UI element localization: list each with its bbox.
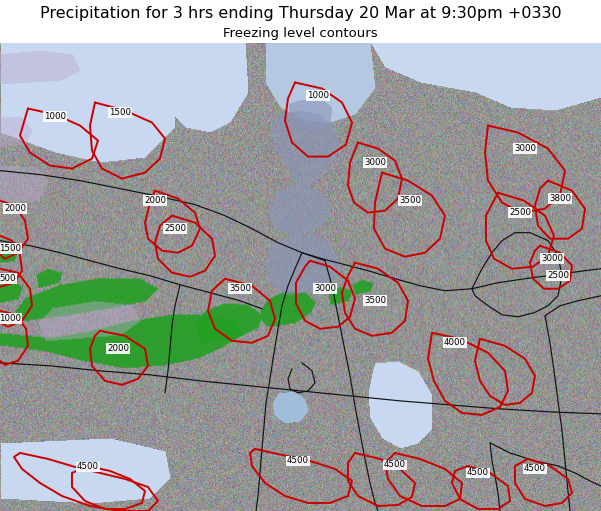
Text: 4500: 4500 — [467, 469, 489, 477]
Text: 1000: 1000 — [0, 314, 21, 323]
Text: 1500: 1500 — [0, 244, 21, 253]
Text: 500: 500 — [0, 274, 16, 283]
Text: 1500: 1500 — [109, 108, 131, 117]
Text: 2500: 2500 — [547, 271, 569, 280]
Text: 3000: 3000 — [541, 254, 563, 263]
Text: 1000: 1000 — [44, 112, 66, 121]
Text: 1000: 1000 — [307, 91, 329, 100]
Text: 3000: 3000 — [314, 284, 336, 293]
Text: 4500: 4500 — [287, 456, 309, 466]
Text: 3000: 3000 — [364, 158, 386, 167]
Text: 2000: 2000 — [107, 344, 129, 353]
Text: 3500: 3500 — [399, 196, 421, 205]
Text: 4000: 4000 — [444, 338, 466, 347]
Text: 3500: 3500 — [364, 296, 386, 305]
Text: 2500: 2500 — [164, 224, 186, 233]
Text: 4500: 4500 — [384, 460, 406, 470]
Text: 4500: 4500 — [77, 462, 99, 472]
Text: 2500: 2500 — [509, 208, 531, 217]
Text: 3000: 3000 — [514, 144, 536, 153]
Text: Freezing level contours: Freezing level contours — [223, 28, 378, 40]
Text: 2000: 2000 — [144, 196, 166, 205]
Text: Precipitation for 3 hrs ending Thursday 20 Mar at 9:30pm +0330: Precipitation for 3 hrs ending Thursday … — [40, 6, 561, 20]
Text: 2000: 2000 — [4, 204, 26, 213]
Text: 3800: 3800 — [549, 194, 571, 203]
Text: 3500: 3500 — [229, 284, 251, 293]
Text: 4500: 4500 — [524, 464, 546, 474]
